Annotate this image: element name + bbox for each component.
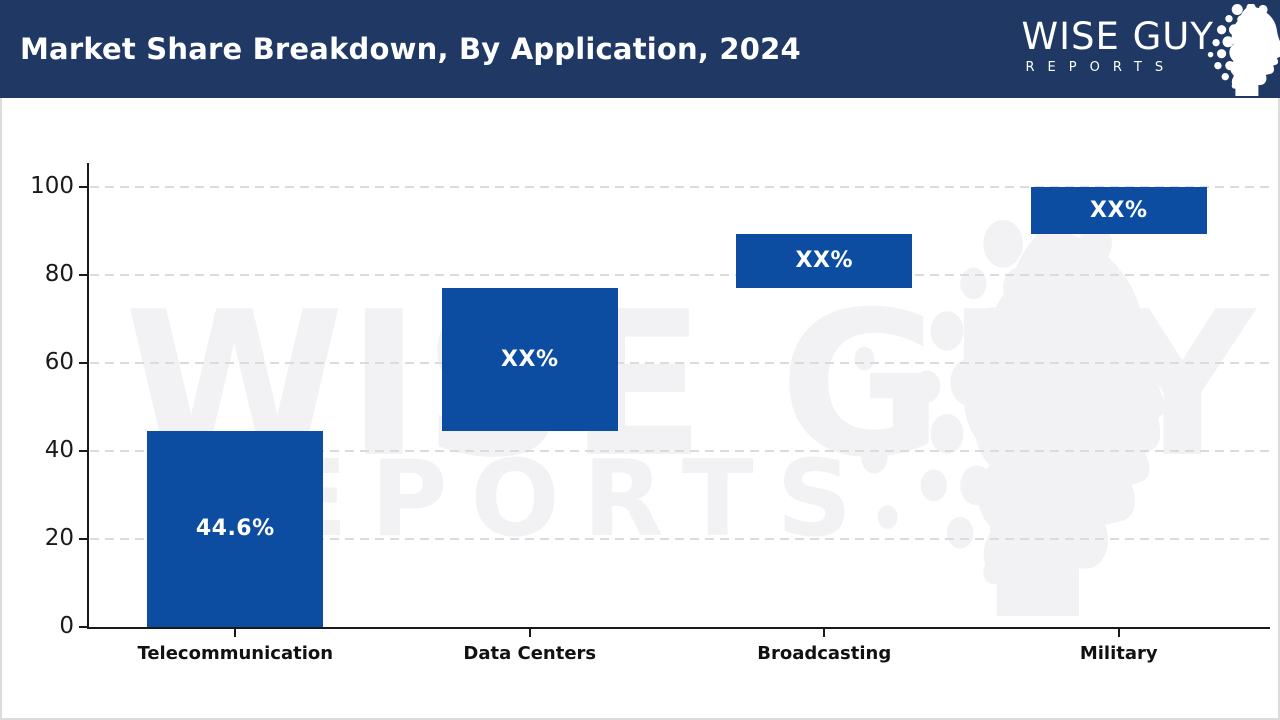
x-category-label: Data Centers xyxy=(463,643,597,664)
bar-broadcasting: XX% xyxy=(736,233,913,289)
y-tick-label-0: 0 xyxy=(59,613,74,639)
gridline-y-40 xyxy=(90,450,1269,452)
y-tick-80 xyxy=(79,274,87,276)
bar-value-label: XX% xyxy=(795,248,853,274)
y-axis-line xyxy=(87,163,89,629)
gridline-y-100 xyxy=(90,186,1269,188)
gridline-y-60 xyxy=(90,362,1269,364)
x-category-label: Broadcasting xyxy=(757,643,892,664)
y-tick-0 xyxy=(79,626,87,628)
y-tick-label-80: 80 xyxy=(44,261,74,287)
y-tick-20 xyxy=(79,538,87,540)
y-tick-label-60: 60 xyxy=(44,349,74,375)
x-category-label: Military xyxy=(1079,643,1158,664)
x-tick-4 xyxy=(1117,629,1120,637)
y-tick-label-100: 100 xyxy=(30,173,74,199)
y-tick-label-20: 20 xyxy=(44,525,74,551)
bar-value-label: XX% xyxy=(1090,197,1148,223)
bar-military: XX% xyxy=(1030,187,1207,234)
x-tick-1 xyxy=(234,629,237,637)
chart-canvas: WISE GUY REPORTS 0 20 40 60 80 100 44.6% Teleco… xyxy=(0,98,1280,720)
bar-telecommunication: 44.6% xyxy=(147,430,324,627)
x-axis-line xyxy=(87,627,1270,629)
bar-value-label: XX% xyxy=(501,346,559,372)
logo-wiseguy-text: WISE GUY xyxy=(1021,15,1214,58)
logo-head-profile-icon xyxy=(1207,4,1280,96)
watermark-head-profile-icon xyxy=(854,220,1169,616)
bar-data-centers: XX% xyxy=(441,288,618,431)
header-band: Market Share Breakdown, By Application, … xyxy=(0,0,1280,98)
x-tick-2 xyxy=(528,629,531,637)
wiseguy-logo: WISE GUY REPORTS xyxy=(1022,0,1280,98)
logo-text: WISE GUY REPORTS xyxy=(1022,18,1214,75)
gridline-y-20 xyxy=(90,538,1269,540)
y-tick-60 xyxy=(79,362,87,364)
y-tick-40 xyxy=(79,450,87,452)
logo-reports-text: REPORTS xyxy=(1025,60,1177,75)
x-tick-3 xyxy=(823,629,826,637)
y-tick-100 xyxy=(79,186,87,188)
y-tick-label-40: 40 xyxy=(44,437,74,463)
bar-value-label: 44.6% xyxy=(195,516,275,542)
chart-title: Market Share Breakdown, By Application, … xyxy=(20,32,801,66)
x-category-label: Telecommunication xyxy=(137,643,334,664)
gridline-y-80 xyxy=(90,274,1269,276)
